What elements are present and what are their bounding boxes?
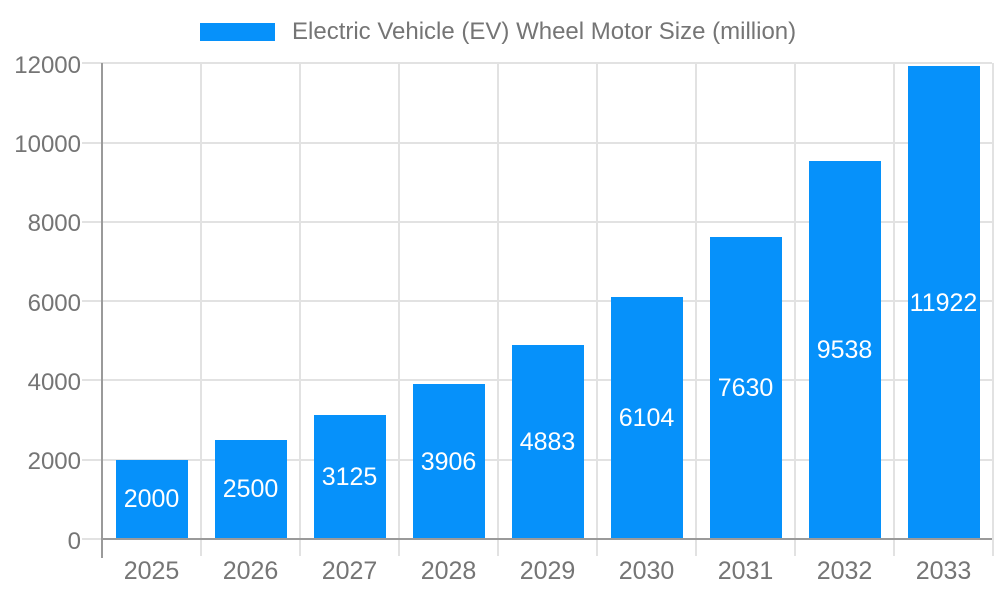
bar-value-label: 2500 — [222, 475, 279, 504]
bar-value-label: 7630 — [717, 373, 774, 402]
gridline-vertical — [497, 63, 499, 556]
legend-swatch — [200, 23, 275, 41]
bar-value-label: 9538 — [816, 335, 873, 364]
x-tick-label: 2028 — [420, 557, 477, 585]
x-tick-label: 2025 — [123, 557, 180, 585]
gridline-vertical — [695, 63, 697, 556]
gridline-horizontal — [82, 62, 992, 65]
y-tick-label: 10000 — [14, 131, 81, 159]
bar — [808, 160, 881, 539]
gridline-vertical — [794, 63, 796, 556]
x-tick-label: 2031 — [717, 557, 774, 585]
bar-value-label: 2000 — [123, 485, 180, 514]
y-tick-label: 0 — [67, 527, 81, 555]
x-tick-label: 2032 — [816, 557, 873, 585]
gridline-horizontal — [82, 141, 992, 144]
gridline-vertical — [893, 63, 895, 556]
bar — [610, 297, 683, 539]
bar — [115, 459, 188, 539]
y-tick-mark — [82, 538, 102, 540]
y-tick-label: 6000 — [27, 289, 81, 317]
x-tick-label: 2029 — [519, 557, 576, 585]
y-axis-line — [100, 63, 103, 558]
bar — [214, 439, 287, 539]
x-tick-label: 2030 — [618, 557, 675, 585]
y-tick-label: 8000 — [27, 210, 81, 238]
bar — [412, 384, 485, 539]
x-tick-label: 2033 — [915, 557, 972, 585]
gridline-vertical — [200, 63, 202, 556]
y-tick-label: 4000 — [27, 368, 81, 396]
x-tick-label: 2027 — [321, 557, 378, 585]
gridline-vertical — [992, 63, 994, 556]
bar — [709, 236, 782, 539]
y-tick-label: 12000 — [14, 51, 81, 79]
legend-label: Electric Vehicle (EV) Wheel Motor Size (… — [292, 18, 797, 45]
x-axis-line — [102, 537, 992, 540]
bar-value-label: 4883 — [519, 428, 576, 457]
y-tick-label: 2000 — [27, 448, 81, 476]
bar — [313, 415, 386, 539]
gridline-vertical — [596, 63, 598, 556]
bar — [511, 345, 584, 539]
bar-value-label: 6104 — [618, 404, 675, 433]
bar-value-label: 3125 — [321, 463, 378, 492]
gridline-vertical — [398, 63, 400, 556]
gridline-horizontal — [82, 300, 992, 303]
x-tick-label: 2026 — [222, 557, 279, 585]
bar-value-label: 3906 — [420, 447, 477, 476]
bar-value-label: 11922 — [909, 288, 978, 317]
gridline-horizontal — [82, 220, 992, 223]
bar — [907, 66, 980, 539]
gridline-vertical — [299, 63, 301, 556]
